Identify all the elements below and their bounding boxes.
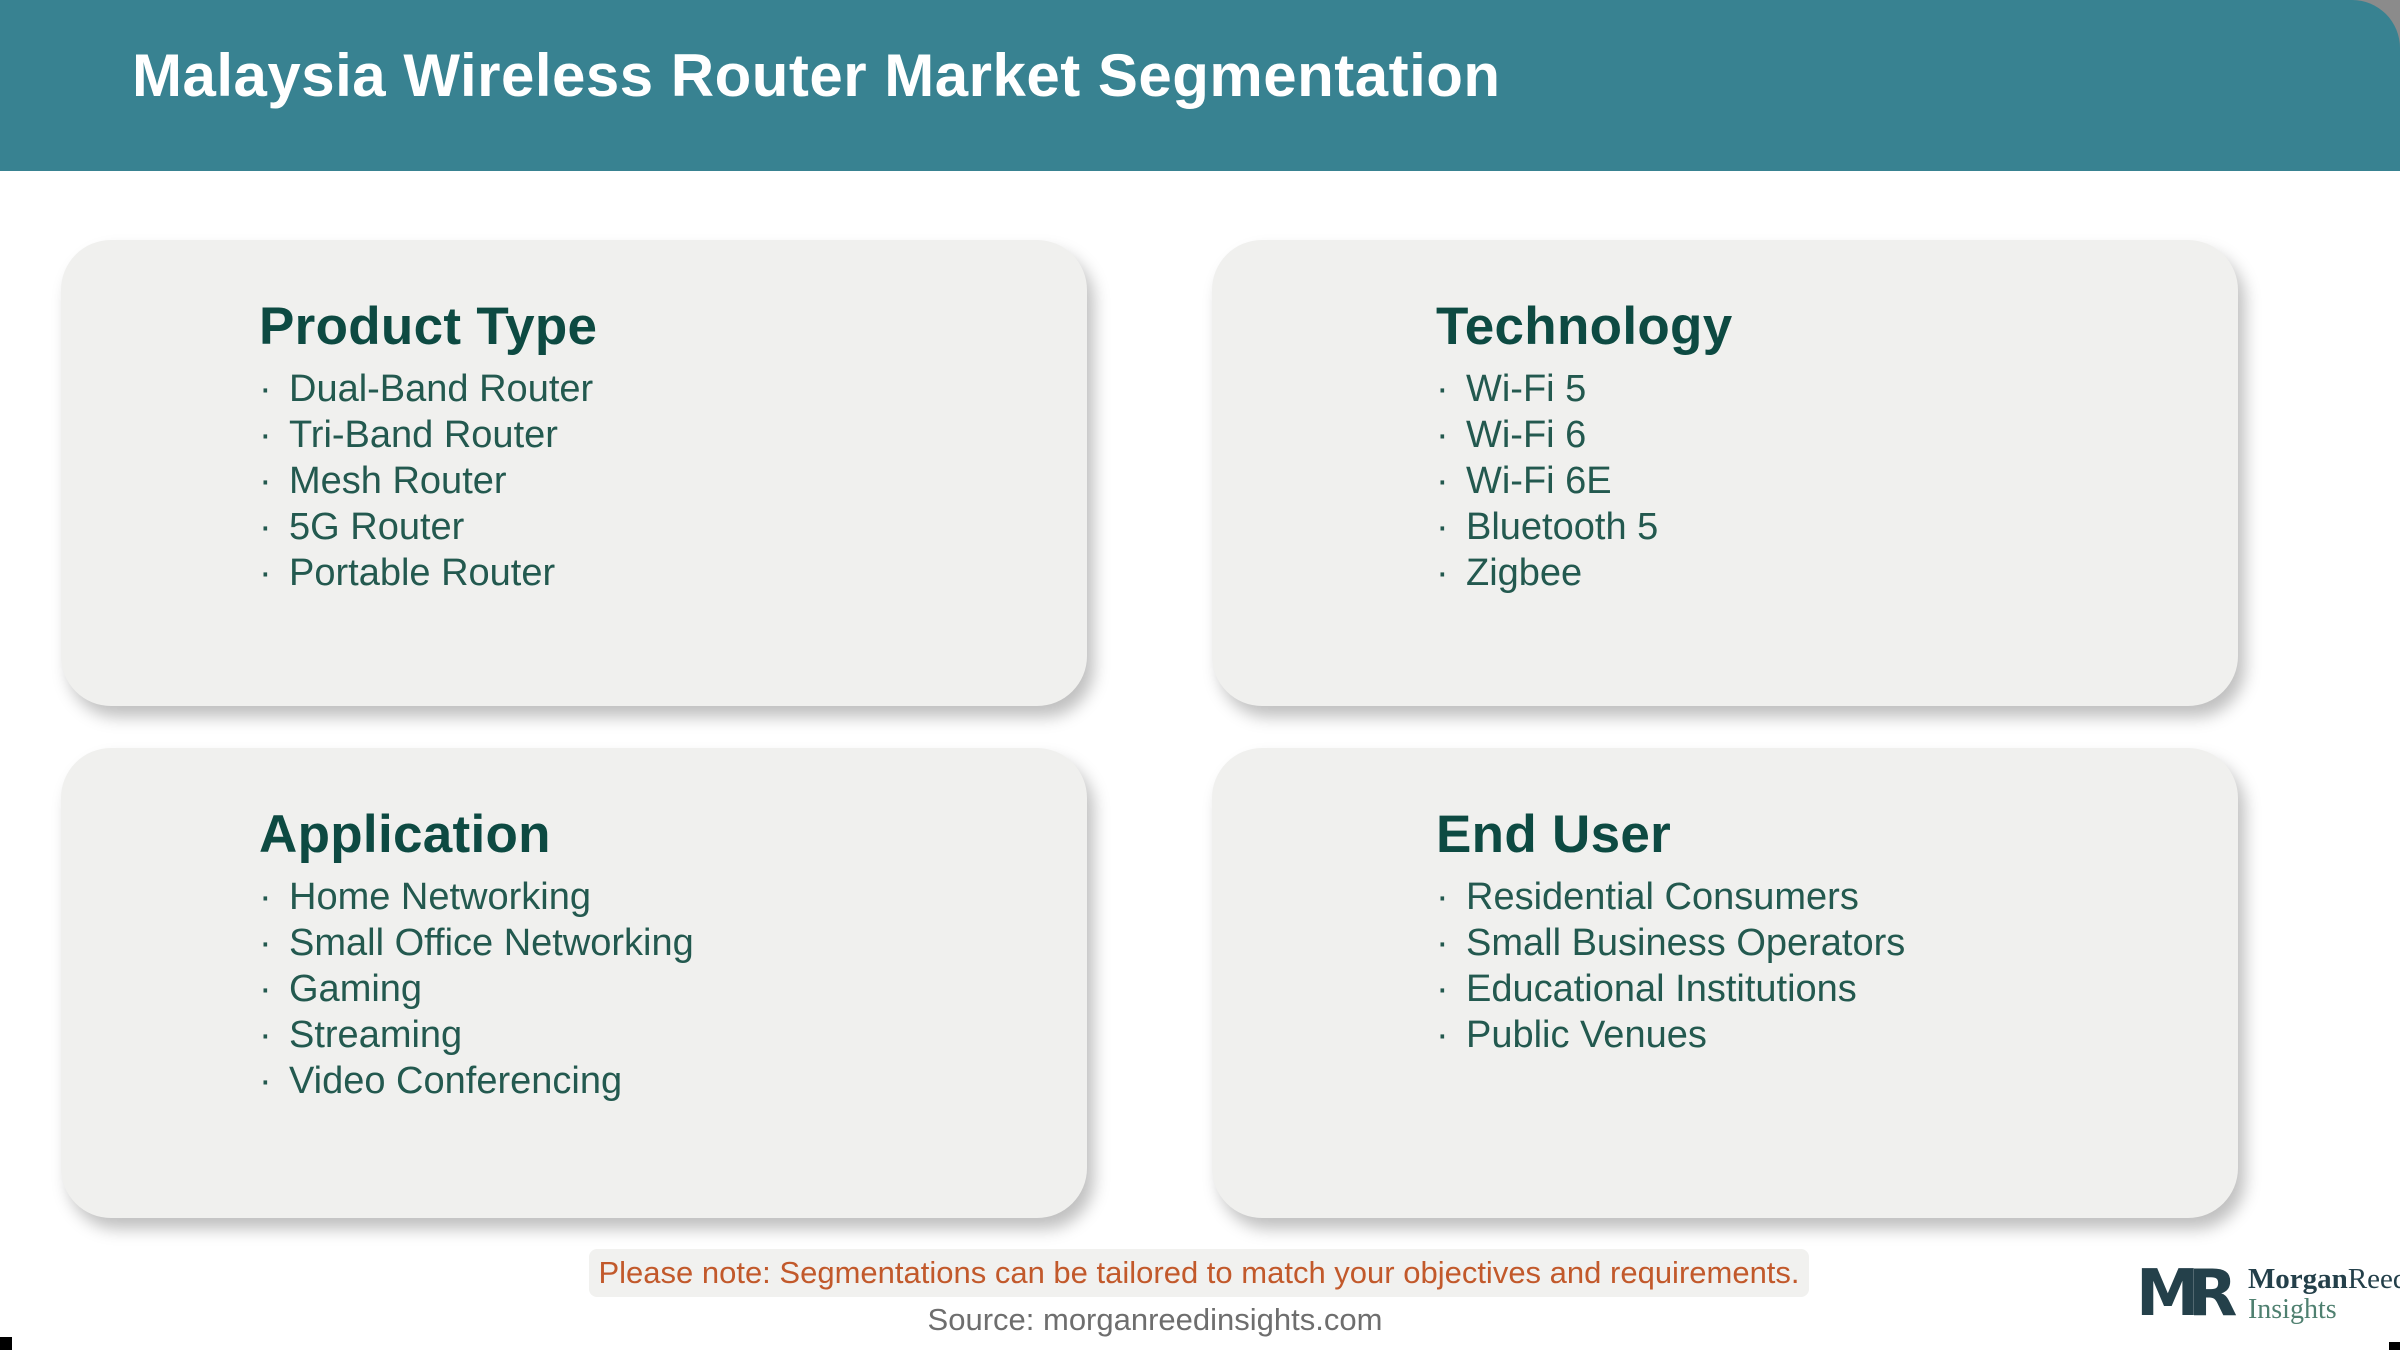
list-item-label: 5G Router xyxy=(289,506,465,548)
list-item: · Public Venues xyxy=(1436,1012,2238,1058)
bullet-icon: · xyxy=(259,968,272,1010)
list-item-label: Small Office Networking xyxy=(289,922,694,964)
logo-text: MorganReed Insights xyxy=(2247,1263,2400,1325)
list-item: · Small Business Operators xyxy=(1436,920,2238,966)
list-item-label: Wi-Fi 6E xyxy=(1466,460,1612,502)
bullet-icon: · xyxy=(259,368,272,410)
list-item: · Wi-Fi 5 xyxy=(1436,366,2238,412)
morganreed-logo: MR MorganReed Insights xyxy=(2136,1257,2400,1331)
list-item-label: Streaming xyxy=(289,1014,463,1056)
card-title: Technology xyxy=(1436,297,1733,356)
bullet-icon: · xyxy=(1436,460,1449,502)
list-item: · Zigbee xyxy=(1436,550,2238,596)
note-text: Please note: Segmentations can be tailor… xyxy=(598,1255,1800,1290)
card-product-type: Product Type · Dual-Band Router · Tri-Band… xyxy=(61,240,1087,706)
bullet-icon: · xyxy=(259,506,272,548)
list-item: · Streaming xyxy=(259,1012,1087,1058)
bullet-icon: · xyxy=(259,1014,272,1056)
corner-mark-left xyxy=(0,1337,12,1350)
list-item-label: Bluetooth 5 xyxy=(1466,506,1659,548)
list-item-label: Zigbee xyxy=(1466,552,1583,594)
list-item-label: Tri-Band Router xyxy=(289,414,558,456)
list-item-label: Dual-Band Router xyxy=(289,368,594,410)
card-list: · Dual-Band Router · Tri-Band Router · Mesh… xyxy=(259,366,1087,596)
bullet-icon: · xyxy=(1436,922,1449,964)
bullet-icon: · xyxy=(259,876,272,918)
bullet-icon: · xyxy=(1436,968,1449,1010)
list-item-label: Portable Router xyxy=(289,552,556,594)
list-item-label: Educational Institutions xyxy=(1466,968,1857,1010)
bullet-icon: · xyxy=(259,552,272,594)
list-item: · Video Conferencing xyxy=(259,1058,1087,1104)
list-item: · Portable Router xyxy=(259,550,1087,596)
page-title: Malaysia Wireless Router Market Segmenta… xyxy=(132,42,1501,109)
list-item: · Small Office Networking xyxy=(259,920,1087,966)
list-item: · Bluetooth 5 xyxy=(1436,504,2238,550)
card-technology: Technology · Wi-Fi 5 · Wi-Fi 6 · Wi-Fi 6E ·… xyxy=(1212,240,2238,706)
note-banner: Please note: Segmentations can be tailor… xyxy=(589,1249,1809,1297)
list-item: · 5G Router xyxy=(259,504,1087,550)
list-item: · Dual-Band Router xyxy=(259,366,1087,412)
source-text: Source: morganreedinsights.com xyxy=(927,1302,1383,1337)
list-item-label: Small Business Operators xyxy=(1466,922,1906,964)
bullet-icon: · xyxy=(1436,506,1449,548)
card-list: · Wi-Fi 5 · Wi-Fi 6 · Wi-Fi 6E · Bluetooth 5… xyxy=(1436,366,2238,596)
bullet-icon: · xyxy=(1436,552,1449,594)
list-item-label: Video Conferencing xyxy=(289,1060,623,1102)
header-banner: Malaysia Wireless Router Market Segmenta… xyxy=(0,0,2400,171)
list-item: · Residential Consumers xyxy=(1436,874,2238,920)
list-item-label: Mesh Router xyxy=(289,460,507,502)
card-title: End User xyxy=(1436,805,1672,864)
card-list: · Home Networking · Small Office Networkin… xyxy=(259,874,1087,1104)
card-list: · Residential Consumers · Small Business O… xyxy=(1436,874,2238,1058)
bullet-icon: · xyxy=(259,922,272,964)
list-item-label: Gaming xyxy=(289,968,423,1010)
list-item-label: Residential Consumers xyxy=(1466,876,1859,918)
bullet-icon: · xyxy=(259,460,272,502)
bullet-icon: · xyxy=(1436,876,1449,918)
bullet-icon: · xyxy=(1436,368,1449,410)
list-item: · Gaming xyxy=(259,966,1087,1012)
logo-subtitle: Insights xyxy=(2247,1294,2337,1325)
list-item: · Tri-Band Router xyxy=(259,412,1087,458)
bullet-icon: · xyxy=(1436,1014,1449,1056)
card-application: Application · Home Networking · Small Offi… xyxy=(61,748,1087,1218)
logo-name: MorganReed xyxy=(2247,1263,2400,1295)
list-item: · Educational Institutions xyxy=(1436,966,2238,1012)
list-item-label: Public Venues xyxy=(1466,1014,1707,1056)
bullet-icon: · xyxy=(1436,414,1449,456)
list-item: · Home Networking xyxy=(259,874,1087,920)
list-item: · Wi-Fi 6E xyxy=(1436,458,2238,504)
list-item-label: Wi-Fi 6 xyxy=(1466,414,1587,456)
list-item: · Wi-Fi 6 xyxy=(1436,412,2238,458)
list-item-label: Wi-Fi 5 xyxy=(1466,368,1587,410)
list-item: · Mesh Router xyxy=(259,458,1087,504)
list-item-label: Home Networking xyxy=(289,876,591,918)
bullet-icon: · xyxy=(259,1060,272,1102)
corner-mark-right xyxy=(2389,1342,2400,1350)
card-end-user: End User · Residential Consumers · Small B… xyxy=(1212,748,2238,1218)
card-title: Application xyxy=(259,805,551,864)
bullet-icon: · xyxy=(259,414,272,456)
mr-monogram-icon: MR xyxy=(2136,1257,2237,1331)
card-title: Product Type xyxy=(259,297,598,356)
